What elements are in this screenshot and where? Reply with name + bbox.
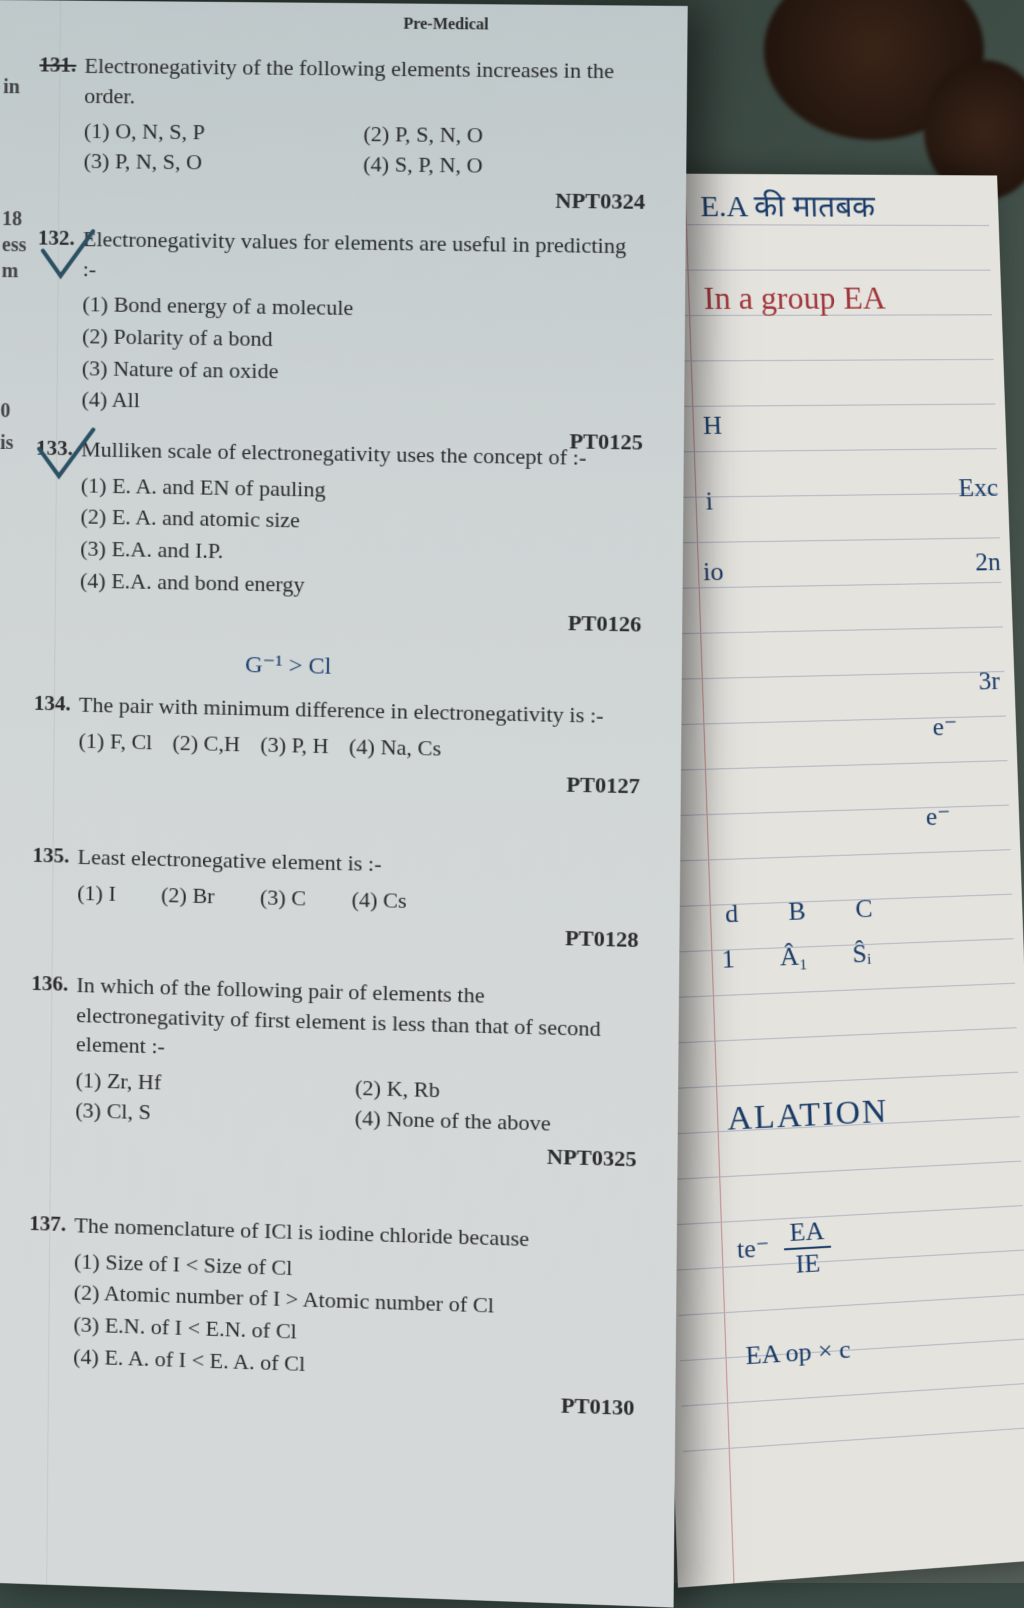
q-text: Electronegativity values for elements ar… (83, 224, 645, 291)
q-number: 135. (32, 841, 69, 870)
q-number: 131. (39, 50, 76, 79)
notebook-side: Exc (958, 473, 999, 503)
q-number: 133. (36, 434, 73, 463)
nb-frac-top: EA (783, 1216, 831, 1251)
q-code: PT0126 (80, 599, 642, 640)
q-number: 137. (29, 1209, 66, 1238)
hand-annotation: G⁻¹ > Cl (245, 650, 331, 681)
notebook-big-word: ALATION (727, 1093, 889, 1139)
side-label: ess (2, 234, 27, 257)
header-premedical: Pre-Medical (403, 16, 489, 35)
notebook-paper: // lines drawn statically below—kept in … (628, 173, 1024, 1587)
q-option: (4) S, P, N, O (363, 149, 645, 182)
notebook-item: H (703, 411, 723, 441)
question-paper: Pre-Medical in 18 ess m 0 is 131. Electr… (0, 0, 688, 1608)
notebook-side: 2n (975, 547, 1001, 577)
nb-th: B (788, 896, 806, 927)
q-option: (3) P, N, S, O (84, 146, 364, 179)
q-option: (2) P, S, N, O (363, 119, 645, 152)
notebook-mid: 3r (978, 666, 1000, 696)
nb-frac-bot: IE (784, 1248, 832, 1281)
q-code: NPT0324 (83, 180, 645, 217)
side-label: 0 (0, 400, 10, 423)
nb-td: Ŝᵢ (852, 939, 872, 970)
q-option: (1) I (77, 878, 116, 909)
nb-th: C (855, 894, 873, 925)
q-number: 134. (34, 689, 71, 718)
question-133: 133. Mulliken scale of electronegativity… (80, 434, 643, 639)
notebook-margin-line (684, 174, 734, 1584)
nb-td: 1 (721, 944, 735, 975)
q-option: (4) All (81, 385, 643, 424)
notebook-line1: In a group EA (703, 280, 886, 317)
q-text: Electronegativity of the following eleme… (84, 51, 646, 116)
side-label: in (3, 76, 20, 99)
q-option: (2) Br (161, 880, 215, 911)
side-label: is (0, 432, 14, 455)
q-text: In which of the following pair of elemen… (76, 970, 638, 1074)
question-137: 137. The nomenclature of ICl is iodine c… (73, 1210, 636, 1423)
q-option: (1) O, N, S, P (84, 116, 364, 149)
q-option: (4) Cs (351, 884, 406, 915)
q-text: The pair with minimum difference in elec… (79, 690, 641, 732)
question-135: 135. Least electronegative element is :-… (77, 842, 639, 955)
q-number: 132. (38, 223, 75, 252)
nb-th: d (725, 899, 739, 930)
q-text: Least electronegative element is :- (77, 842, 639, 885)
notebook-bottom2: EA op × c (745, 1335, 851, 1372)
notebook-bottom-frac: te⁻ EA IE (736, 1216, 832, 1283)
notebook-item: i (705, 486, 713, 516)
notebook-table-head: d B C (725, 894, 874, 930)
q-option: (3) Cl, S (75, 1095, 355, 1133)
nb-frac-left: te⁻ (736, 1233, 770, 1264)
q-option: (4) Na, Cs (349, 731, 442, 763)
side-label: 18 (2, 208, 22, 231)
q-option: (3) C (260, 882, 307, 913)
notebook-header: E.A की मातबक (700, 184, 876, 226)
q-option: (2) C,H (172, 727, 240, 758)
notebook-eneg: e⁻ (925, 802, 951, 833)
notebook-mid: e⁻ (932, 712, 958, 742)
q-number: 136. (31, 969, 68, 998)
question-132: 132. Electronegativity values for elemen… (81, 224, 645, 457)
notebook-table-row: 1 Â₁ Ŝᵢ (721, 939, 871, 975)
side-label: m (2, 260, 19, 283)
nb-td: Â₁ (779, 941, 808, 972)
question-136: 136. In which of the following pair of e… (75, 970, 638, 1175)
notebook-item: io (703, 557, 724, 588)
question-131: 131. Electronegativity of the following … (83, 51, 646, 217)
question-134: 134. The pair with minimum difference in… (78, 690, 640, 802)
q-option: (3) P, H (260, 729, 329, 760)
q-option: (1) F, Cl (78, 725, 152, 756)
